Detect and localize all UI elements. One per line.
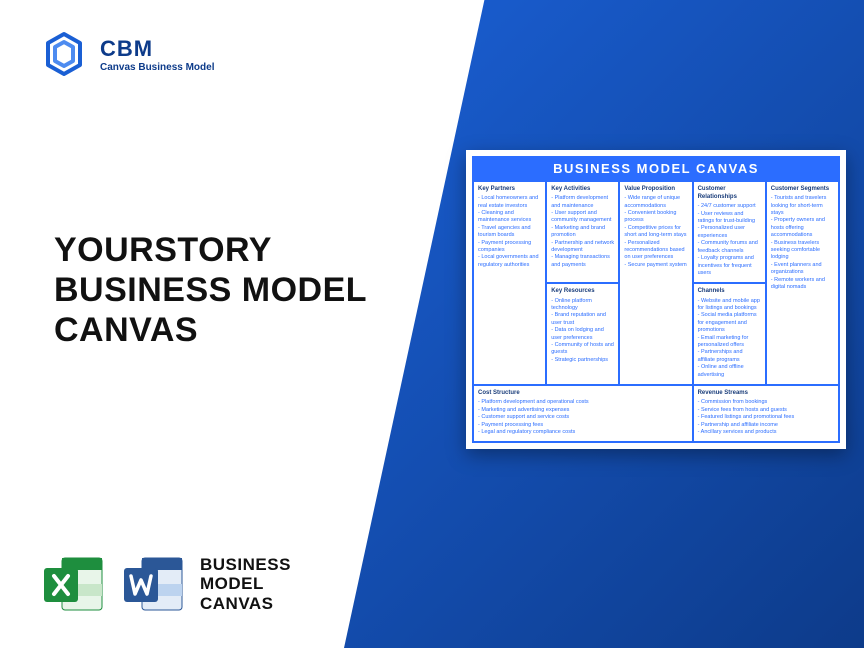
footer-text: BUSINESS MODEL CANVAS xyxy=(200,555,291,614)
list-item: Wide range of unique accommodations xyxy=(624,195,687,210)
list-item: Data on lodging and user preferences xyxy=(551,327,614,342)
list-item: Cleaning and maintenance services xyxy=(478,210,541,225)
headline-line-2: BUSINESS MODEL xyxy=(54,270,367,310)
cbm-logo-icon xyxy=(40,30,88,78)
list-item: Loyalty programs and incentives for freq… xyxy=(698,255,761,277)
list-item: Partnership and network development xyxy=(551,240,614,255)
cell-title: Customer Relationships xyxy=(698,185,761,201)
list-item: Platform development and maintenance xyxy=(551,195,614,210)
cell-key-activities: Key Activities Platform development and … xyxy=(546,181,619,283)
brand-text: CBM Canvas Business Model xyxy=(100,36,214,73)
list-item: Managing transactions and payments xyxy=(551,254,614,269)
list-item: Online platform technology xyxy=(551,298,614,313)
list-item: Personalized user experiences xyxy=(698,225,761,240)
list-item: Online and offline advertising xyxy=(698,364,761,379)
footer-line-3: CANVAS xyxy=(200,594,291,614)
cell-revenue-streams: Revenue Streams Commission from bookings… xyxy=(693,385,839,442)
list-item: Community forums and feedback channels xyxy=(698,240,761,255)
list-item: Commission from bookings xyxy=(698,399,834,406)
cell-list: Wide range of unique accommodationsConve… xyxy=(624,195,687,269)
cell-customer-segments: Customer Segments Tourists and travelers… xyxy=(766,181,839,385)
list-item: Legal and regulatory compliance costs xyxy=(478,429,688,436)
cell-title: Channels xyxy=(698,287,761,295)
cell-key-partners: Key Partners Local homeowners and real e… xyxy=(473,181,546,385)
cell-list: Online platform technologyBrand reputati… xyxy=(551,298,614,365)
list-item: User reviews and ratings for trust-build… xyxy=(698,211,761,226)
list-item: User support and community management xyxy=(551,210,614,225)
cell-list: Commission from bookingsService fees fro… xyxy=(698,399,834,436)
brand-acronym: CBM xyxy=(100,36,214,62)
cell-title: Customer Segments xyxy=(771,185,834,193)
canvas-title: BUSINESS MODEL CANVAS xyxy=(472,156,840,181)
cell-list: Platform development and maintenanceUser… xyxy=(551,195,614,269)
cell-list: 24/7 customer supportUser reviews and ra… xyxy=(698,203,761,277)
list-item: Marketing and brand promotion xyxy=(551,225,614,240)
list-item: Competitive prices for short and long-te… xyxy=(624,225,687,240)
word-icon xyxy=(120,550,188,618)
list-item: Partnership and affiliate income xyxy=(698,422,834,429)
list-item: Tourists and travelers looking for short… xyxy=(771,195,834,217)
list-item: Partnerships and affiliate programs xyxy=(698,349,761,364)
cell-customer-relationships: Customer Relationships 24/7 customer sup… xyxy=(693,181,766,283)
list-item: Community of hosts and guests xyxy=(551,342,614,357)
cell-list: Local homeowners and real estate investo… xyxy=(478,195,541,269)
cell-title: Key Activities xyxy=(551,185,614,193)
list-item: Local governments and regulatory authori… xyxy=(478,254,541,269)
footer-line-1: BUSINESS xyxy=(200,555,291,575)
list-item: Secure payment system xyxy=(624,262,687,269)
cell-list: Platform development and operational cos… xyxy=(478,399,688,436)
cell-list: Tourists and travelers looking for short… xyxy=(771,195,834,291)
cell-title: Key Resources xyxy=(551,287,614,295)
list-item: Service fees from hosts and guests xyxy=(698,407,834,414)
footer-block: BUSINESS MODEL CANVAS xyxy=(40,550,291,618)
list-item: Event planners and organizations xyxy=(771,262,834,277)
list-item: Email marketing for personalized offers xyxy=(698,335,761,350)
list-item: Marketing and advertising expenses xyxy=(478,407,688,414)
list-item: Brand reputation and user trust xyxy=(551,312,614,327)
cell-channels: Channels Website and mobile app for list… xyxy=(693,283,766,385)
list-item: Website and mobile app for listings and … xyxy=(698,298,761,313)
headline-line-1: YOURSTORY xyxy=(54,230,367,270)
headline-line-3: CANVAS xyxy=(54,310,367,350)
cell-key-resources: Key Resources Online platform technology… xyxy=(546,283,619,385)
footer-line-2: MODEL xyxy=(200,574,291,594)
list-item: Payment processing companies xyxy=(478,240,541,255)
list-item: Platform development and operational cos… xyxy=(478,399,688,406)
list-item: Travel agencies and tourism boards xyxy=(478,225,541,240)
list-item: Customer support and service costs xyxy=(478,414,688,421)
cell-title: Key Partners xyxy=(478,185,541,193)
cell-title: Revenue Streams xyxy=(698,389,834,397)
brand-name: Canvas Business Model xyxy=(100,62,214,73)
list-item: Business travelers seeking comfortable l… xyxy=(771,240,834,262)
cell-value-proposition: Value Proposition Wide range of unique a… xyxy=(619,181,692,385)
list-item: Remote workers and digital nomads xyxy=(771,277,834,292)
canvas-preview: BUSINESS MODEL CANVAS Key Partners Local… xyxy=(466,150,846,449)
list-item: Strategic partnerships xyxy=(551,357,614,364)
list-item: Local homeowners and real estate investo… xyxy=(478,195,541,210)
list-item: Property owners and hosts offering accom… xyxy=(771,217,834,239)
list-item: Personalized recommendations based on us… xyxy=(624,240,687,262)
list-item: Ancillary services and products xyxy=(698,429,834,436)
cell-cost-structure: Cost Structure Platform development and … xyxy=(473,385,693,442)
cell-list: Website and mobile app for listings and … xyxy=(698,298,761,380)
excel-icon xyxy=(40,550,108,618)
canvas-grid: Key Partners Local homeowners and real e… xyxy=(472,181,840,443)
page-headline: YOURSTORY BUSINESS MODEL CANVAS xyxy=(54,230,367,350)
list-item: Payment processing fees xyxy=(478,422,688,429)
list-item: 24/7 customer support xyxy=(698,203,761,210)
list-item: Featured listings and promotional fees xyxy=(698,414,834,421)
cell-title: Cost Structure xyxy=(478,389,688,397)
cell-title: Value Proposition xyxy=(624,185,687,193)
list-item: Convenient booking process xyxy=(624,210,687,225)
brand-logo-block: CBM Canvas Business Model xyxy=(40,30,214,78)
list-item: Social media platforms for engagement an… xyxy=(698,312,761,334)
